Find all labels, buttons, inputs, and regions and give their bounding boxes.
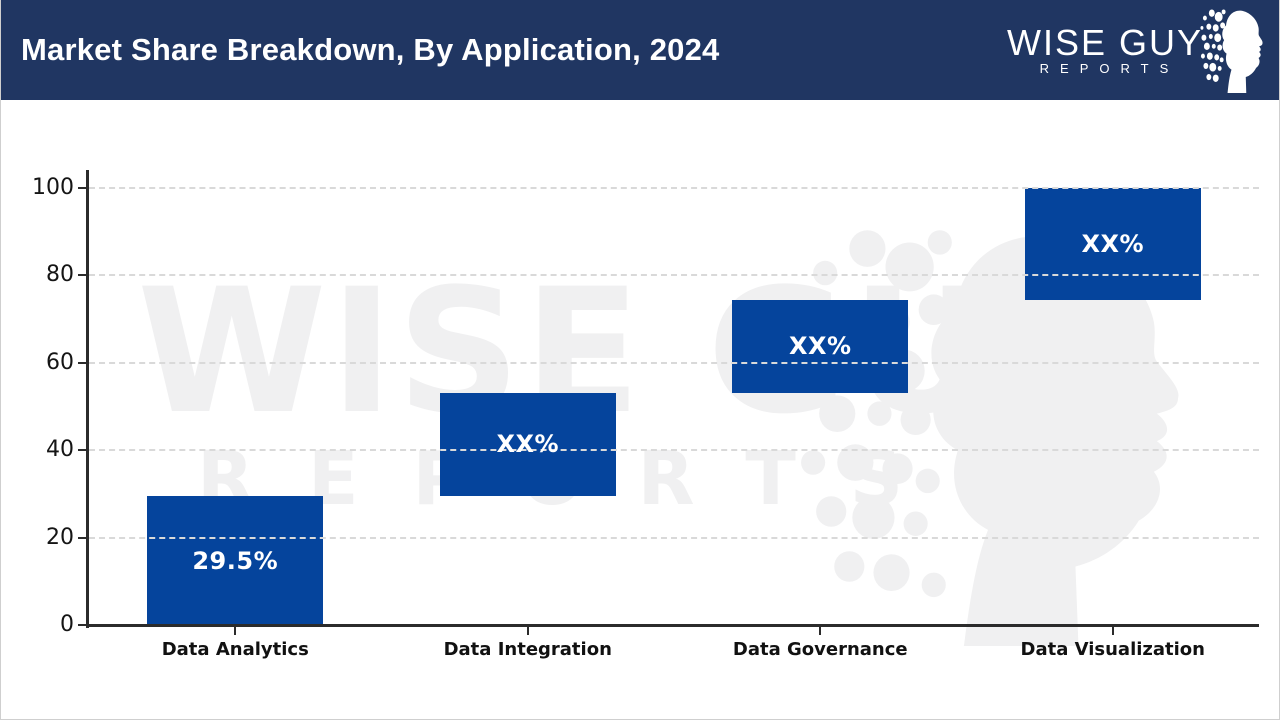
y-tick — [78, 361, 86, 364]
x-tick — [1111, 627, 1114, 635]
y-tick-label: 20 — [46, 524, 74, 550]
y-tick-label: 60 — [46, 349, 74, 375]
gridline-20 — [89, 536, 1259, 539]
y-tick — [78, 187, 86, 189]
bar-value-label: XX% — [1081, 230, 1145, 259]
gridline-60 — [89, 361, 1259, 364]
y-tick-label: 0 — [60, 612, 74, 637]
gridline-100 — [89, 187, 1259, 189]
x-axis — [89, 624, 1259, 627]
header-bar: Market Share Breakdown, By Application, … — [1, 0, 1279, 100]
x-tick — [819, 627, 822, 635]
bar-data-integration — [439, 392, 616, 497]
y-tick — [78, 624, 86, 626]
gridline-80 — [89, 274, 1259, 277]
brand-logo: WISE GUY REPORTS — [1007, 7, 1263, 93]
logo-subtitle: REPORTS — [1039, 61, 1180, 77]
bar-value-label: XX% — [788, 332, 852, 361]
market-share-chart: WISE GUY REPORTS 29.5%XX%XX%XX%020406080… — [1, 100, 1279, 719]
x-label-data-analytics: Data Analytics — [161, 639, 309, 660]
bar-data-analytics — [147, 496, 324, 625]
x-tick — [526, 627, 529, 635]
x-label-data-integration: Data Integration — [443, 639, 612, 660]
gridline-40 — [89, 449, 1259, 452]
y-tick — [78, 274, 86, 277]
logo-wordmark: WISE GUY — [1006, 21, 1203, 63]
page-title: Market Share Breakdown, By Application, … — [21, 32, 720, 67]
bar-data-visualization — [1024, 188, 1201, 301]
watermark-face-graphic — [798, 230, 1179, 646]
x-label-data-governance: Data Governance — [732, 639, 908, 660]
bar-value-label: 29.5% — [192, 546, 279, 575]
bar-value-label: XX% — [496, 430, 560, 459]
y-tick — [78, 536, 86, 539]
y-axis — [86, 170, 89, 628]
y-tick — [78, 449, 86, 452]
x-tick — [234, 627, 237, 635]
logo-face-icon — [1200, 9, 1263, 93]
x-label-data-visualization: Data Visualization — [1020, 639, 1205, 660]
y-tick-label: 40 — [46, 437, 74, 463]
y-tick-label: 80 — [46, 262, 74, 288]
bar-data-governance — [732, 300, 909, 393]
y-tick-label: 100 — [32, 175, 74, 200]
logo-text: WISE GUY REPORTS — [1006, 21, 1203, 77]
